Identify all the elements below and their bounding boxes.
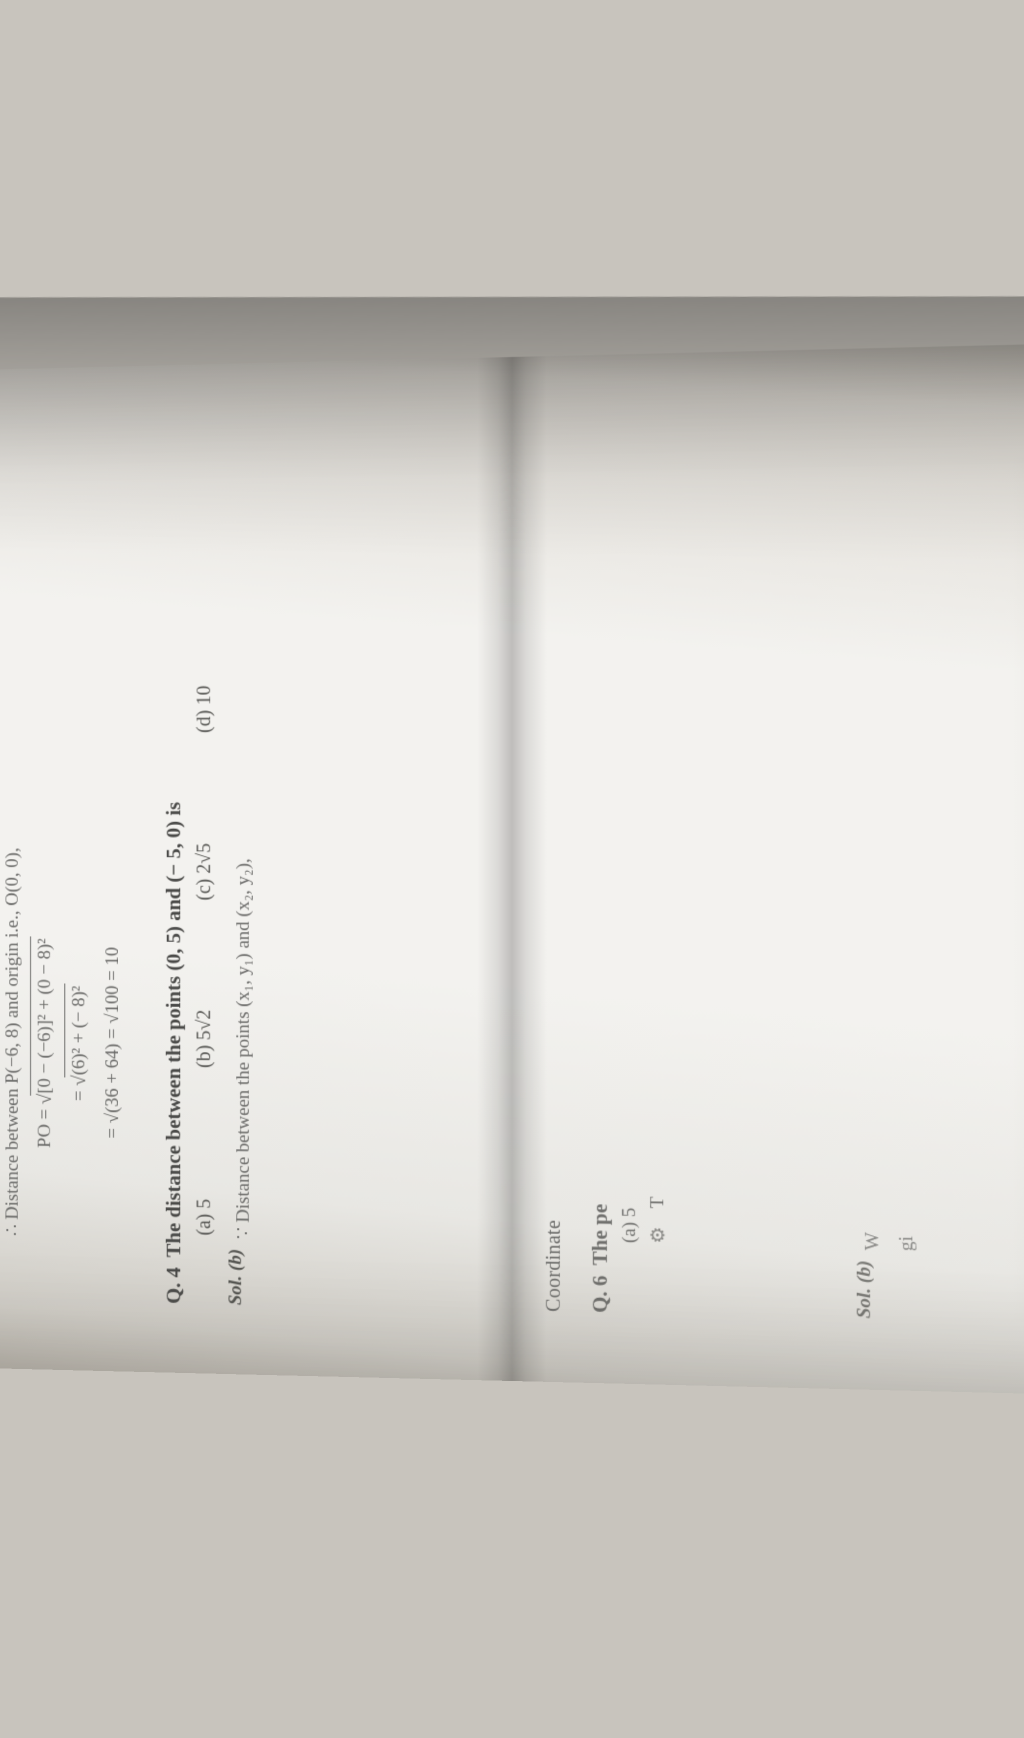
q4-number: Q. 4 [161,1267,185,1304]
q4-opt-c: (c) 2√5 [193,822,215,901]
q4-text: The distance between the points (0, 5) a… [161,802,185,1258]
q3-sol-label: Sol. (c) [0,1244,127,1303]
q6-opt-a: (a) 5 [619,465,641,1244]
q4-sol-body: ∵ Distance between the points (x₁, y₁) a… [225,858,257,1239]
right-page-partial: Coordinate Q. 6 The pe (a) 5 T Sol. (b) … [543,451,1024,1328]
q6-text: The pe [588,1204,613,1266]
book-spine-shadow [477,356,547,1382]
q4-sol-label: Sol. (b) [225,1249,257,1306]
q4-solution: Sol. (b) ∵ Distance between the points (… [225,472,257,1306]
question-4: Q. 4 The distance between the points (0,… [161,473,185,1304]
q3-solution: Sol. (c) ∵ Distance between the points (… [0,474,127,1302]
q4-opt-d: (d) 10 [193,654,215,733]
q4-opt-a: (a) 5 [193,1157,215,1236]
page-edge-fade [1012,451,1024,1328]
q4-options: (a) 5 (b) 5√2 (c) 2√5 (d) 10 [193,473,215,1236]
q4-opt-b: (b) 5√2 [193,989,215,1068]
q6-bullet: T [647,464,670,1244]
q6-options-partial: (a) 5 T [619,464,670,1244]
right-sol-label: Sol. (b) [854,1260,923,1319]
q6-number: Q. 6 [588,1275,613,1313]
q3-sol-line4: ∴ Distance between P(−6, 8) and origin i… [0,848,27,1237]
right-sol-body: W gi [854,1232,923,1251]
right-sol-frag2: gi [892,1233,922,1252]
q3-sol-line5: PO = [0 − (−6)]² + (0 − 8)² [30,848,60,1237]
right-sol-b: Sol. (b) W gi [854,459,923,1320]
question-6-partial: Q. 6 The pe [588,465,613,1313]
left-page: 164 NCERT Exemplar (Class X) Solutions Q… [0,468,463,1310]
book-spread: 164 NCERT Exemplar (Class X) Solutions Q… [0,335,1024,1403]
right-sol-frag1: W [858,1232,888,1251]
q3-sol-line6: = (6)² + (− 8)² [64,848,94,1238]
q3-sol-body: ∵ Distance between the points (x₁, y₁) a… [0,848,127,1239]
q3-sol-line7: = √(36 + 64) = √100 = 10 [99,848,127,1239]
q4-sol-line1: ∵ Distance between the points (x₁, y₁) a… [229,858,258,1239]
